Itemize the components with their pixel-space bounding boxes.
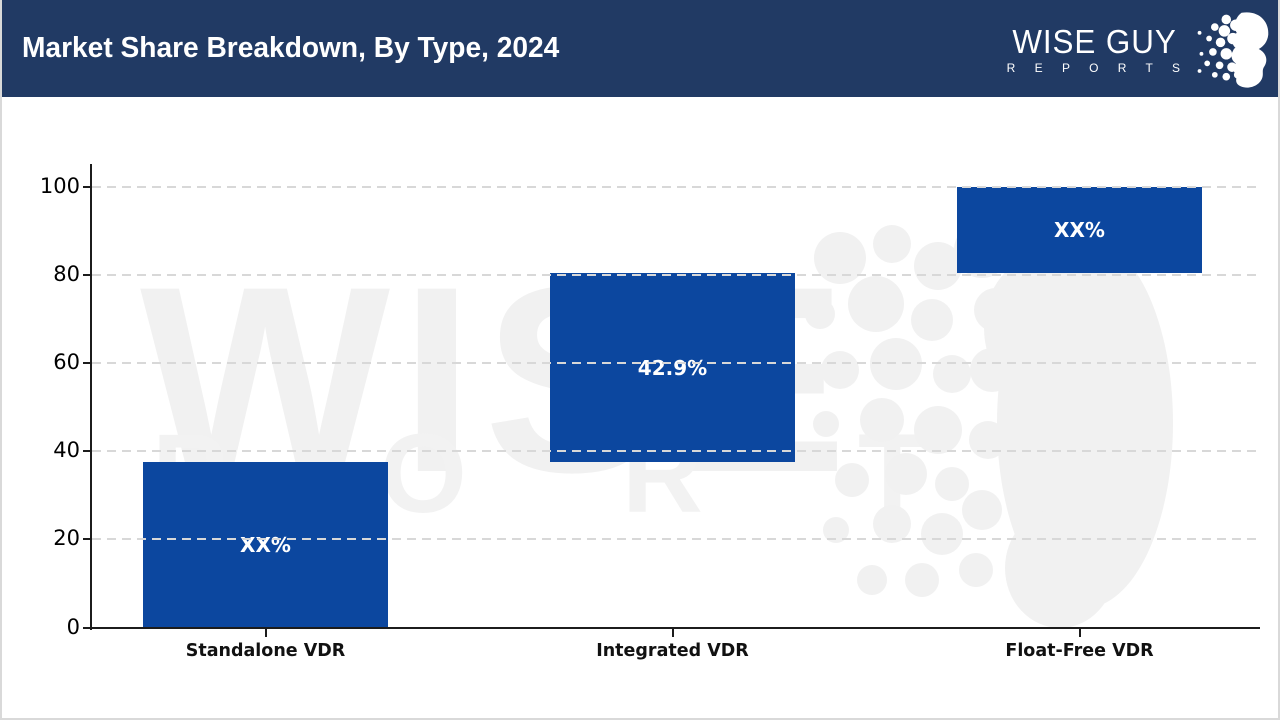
x-axis-category-label: Float-Free VDR (1005, 641, 1154, 661)
y-axis-tick-label: 40 (53, 438, 80, 463)
bar-value-label: XX% (240, 532, 291, 557)
x-axis-category-label: Standalone VDR (185, 641, 346, 661)
y-tick-mark (83, 538, 91, 541)
y-axis-spine (90, 164, 92, 630)
y-tick-mark (83, 361, 91, 364)
y-tick-mark (83, 273, 91, 276)
gridline (92, 538, 1260, 541)
page-title: Market Share Breakdown, By Type, 2024 (22, 32, 560, 64)
bar-segment: 42.9% (550, 272, 795, 463)
bar-value-label: XX% (1054, 217, 1105, 242)
y-tick-mark (83, 626, 91, 629)
x-axis-spine (90, 626, 1260, 629)
bar-segment: XX% (143, 462, 388, 628)
x-tick-mark (671, 629, 674, 637)
y-axis-tick-label: 0 (66, 614, 80, 639)
y-axis-tick-label: 100 (39, 173, 80, 198)
gridline (92, 450, 1260, 453)
logo-wordmark: WISE GUY (1012, 22, 1177, 60)
bar-segment: XX% (957, 186, 1202, 273)
x-tick-mark (1078, 629, 1081, 637)
y-tick-mark (83, 185, 91, 188)
logo-head-icon (1197, 12, 1269, 88)
y-tick-mark (83, 450, 91, 453)
y-axis-tick-label: 80 (53, 261, 80, 286)
logo-text: WISE GUY R E P O R T S (1001, 22, 1188, 76)
x-axis-category-label: Integrated VDR (596, 641, 749, 661)
y-axis-tick-label: 60 (53, 349, 80, 374)
gridline (92, 361, 1260, 364)
x-tick-mark (264, 629, 267, 637)
gridline (92, 185, 1260, 188)
header-bar: Market Share Breakdown, By Type, 2024 WI… (2, 0, 1278, 97)
y-axis-tick-label: 20 (53, 526, 80, 551)
bar-value-label: 42.9% (637, 355, 708, 380)
wiseguy-logo: WISE GUY R E P O R T S (1001, 7, 1274, 93)
watermark-head-icon (805, 222, 1173, 628)
logo-subtitle: R E P O R T S (1006, 61, 1188, 76)
gridline (92, 273, 1260, 276)
